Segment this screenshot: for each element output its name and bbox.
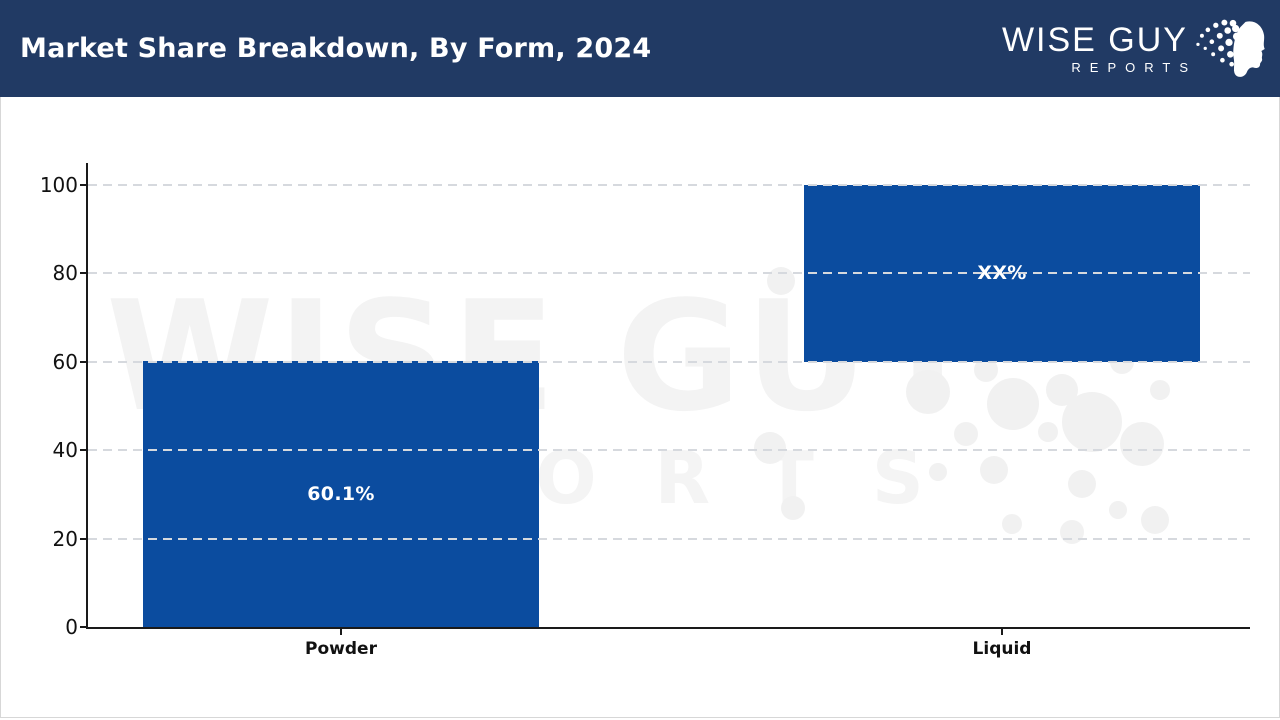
logo-face-icon [1196,19,1265,77]
x-tick-mark [340,628,342,635]
y-tick-mark [80,184,88,186]
y-axis-tick-label: 0 [65,615,78,639]
y-tick-mark [80,449,88,452]
logo-subtext: REPORTS [1071,60,1197,75]
gridline [88,272,1250,275]
x-tick-mark [1001,628,1003,635]
y-tick-mark [80,537,88,540]
gridline [88,449,1250,452]
y-axis-tick-label: 20 [52,526,78,551]
gridline [88,360,1250,363]
page-title: Market Share Breakdown, By Form, 2024 [20,33,652,64]
x-axis-category-label: Liquid [972,639,1032,659]
y-tick-mark [80,272,88,275]
y-axis-tick-label: 40 [52,438,78,463]
gridline [88,184,1250,186]
bar-value-label: 60.1% [307,483,375,506]
x-axis-line [86,627,1250,629]
y-tick-mark [80,360,88,363]
x-axis-category-label: Powder [305,639,377,659]
y-axis-tick-label: 100 [39,173,78,197]
y-axis-line [86,163,88,629]
y-tick-mark [80,626,88,628]
bar-powder: 60.1% [143,361,539,627]
gridline [88,537,1250,540]
logo-text: WISE GUY REPORTS [1002,22,1188,75]
brand-logo: WISE GUY REPORTS [1002,7,1280,91]
y-axis-tick-label: 80 [52,261,78,286]
y-axis-tick-label: 60 [52,349,78,374]
logo-wordmark: WISE GUY [1001,21,1188,59]
header-bar: Market Share Breakdown, By Form, 2024 WI… [0,0,1280,97]
